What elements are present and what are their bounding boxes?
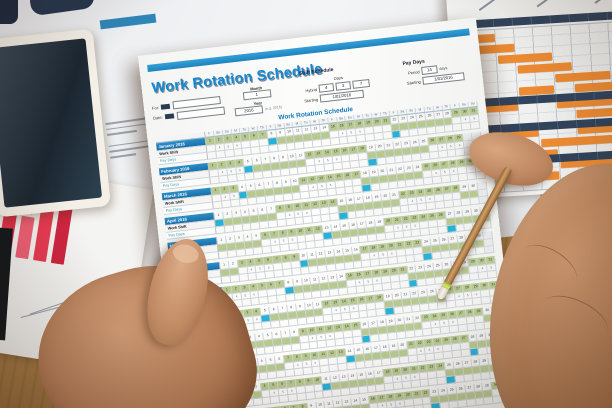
period-label: Period: [407, 68, 420, 76]
gantt-bar: [497, 52, 553, 64]
date-tag-box: [164, 113, 174, 120]
form-pay-days-group: Pay Days Period 14 days Starting 1/01/2016: [402, 54, 465, 89]
gantt-bar: [540, 133, 612, 148]
year-note: (e.g. 2016): [264, 105, 283, 112]
period-unit: days: [439, 66, 448, 71]
gantt-diagonal-label: [536, 0, 561, 8]
days-value-box: 7: [352, 78, 370, 89]
year-value-box: 2016: [234, 104, 264, 116]
hybrid-value-2: 3: [335, 81, 352, 91]
payday-cell: [470, 121, 481, 130]
printed-header-mark: [0, 0, 18, 24]
form-shift-schedule-group: Shift Schedule Days Hybrid 4 3 7 Starting 1/…: [299, 63, 372, 107]
gantt-diagonal-label: [478, 0, 503, 11]
tablet-screen: [0, 38, 103, 208]
payday-cell: [485, 245, 495, 254]
red-bar: [15, 215, 35, 260]
for-tag-box: [160, 103, 171, 110]
for-label: For:: [151, 104, 160, 111]
hybrid-value-1: 4: [318, 83, 335, 93]
tablet-device: [0, 28, 111, 218]
form-name-date-group: For: Date:: [151, 95, 225, 125]
days-label: Days: [333, 74, 344, 81]
payday-cell: [487, 270, 498, 279]
date-label: Date:: [152, 114, 163, 121]
gantt-bar: [576, 106, 612, 118]
hybrid-label: Hybrid: [305, 86, 318, 93]
gantt-bar: [517, 62, 573, 74]
pay-starting-label: Starting: [406, 78, 421, 86]
gantt-bar: [555, 70, 611, 83]
gantt-diagonal-label: [594, 0, 612, 4]
form-month-year-group: Month 1 Year 2016 (e.g. 2016): [232, 83, 283, 120]
shift-starting-label: Starting: [304, 96, 319, 103]
period-value-box: 14: [421, 65, 438, 75]
